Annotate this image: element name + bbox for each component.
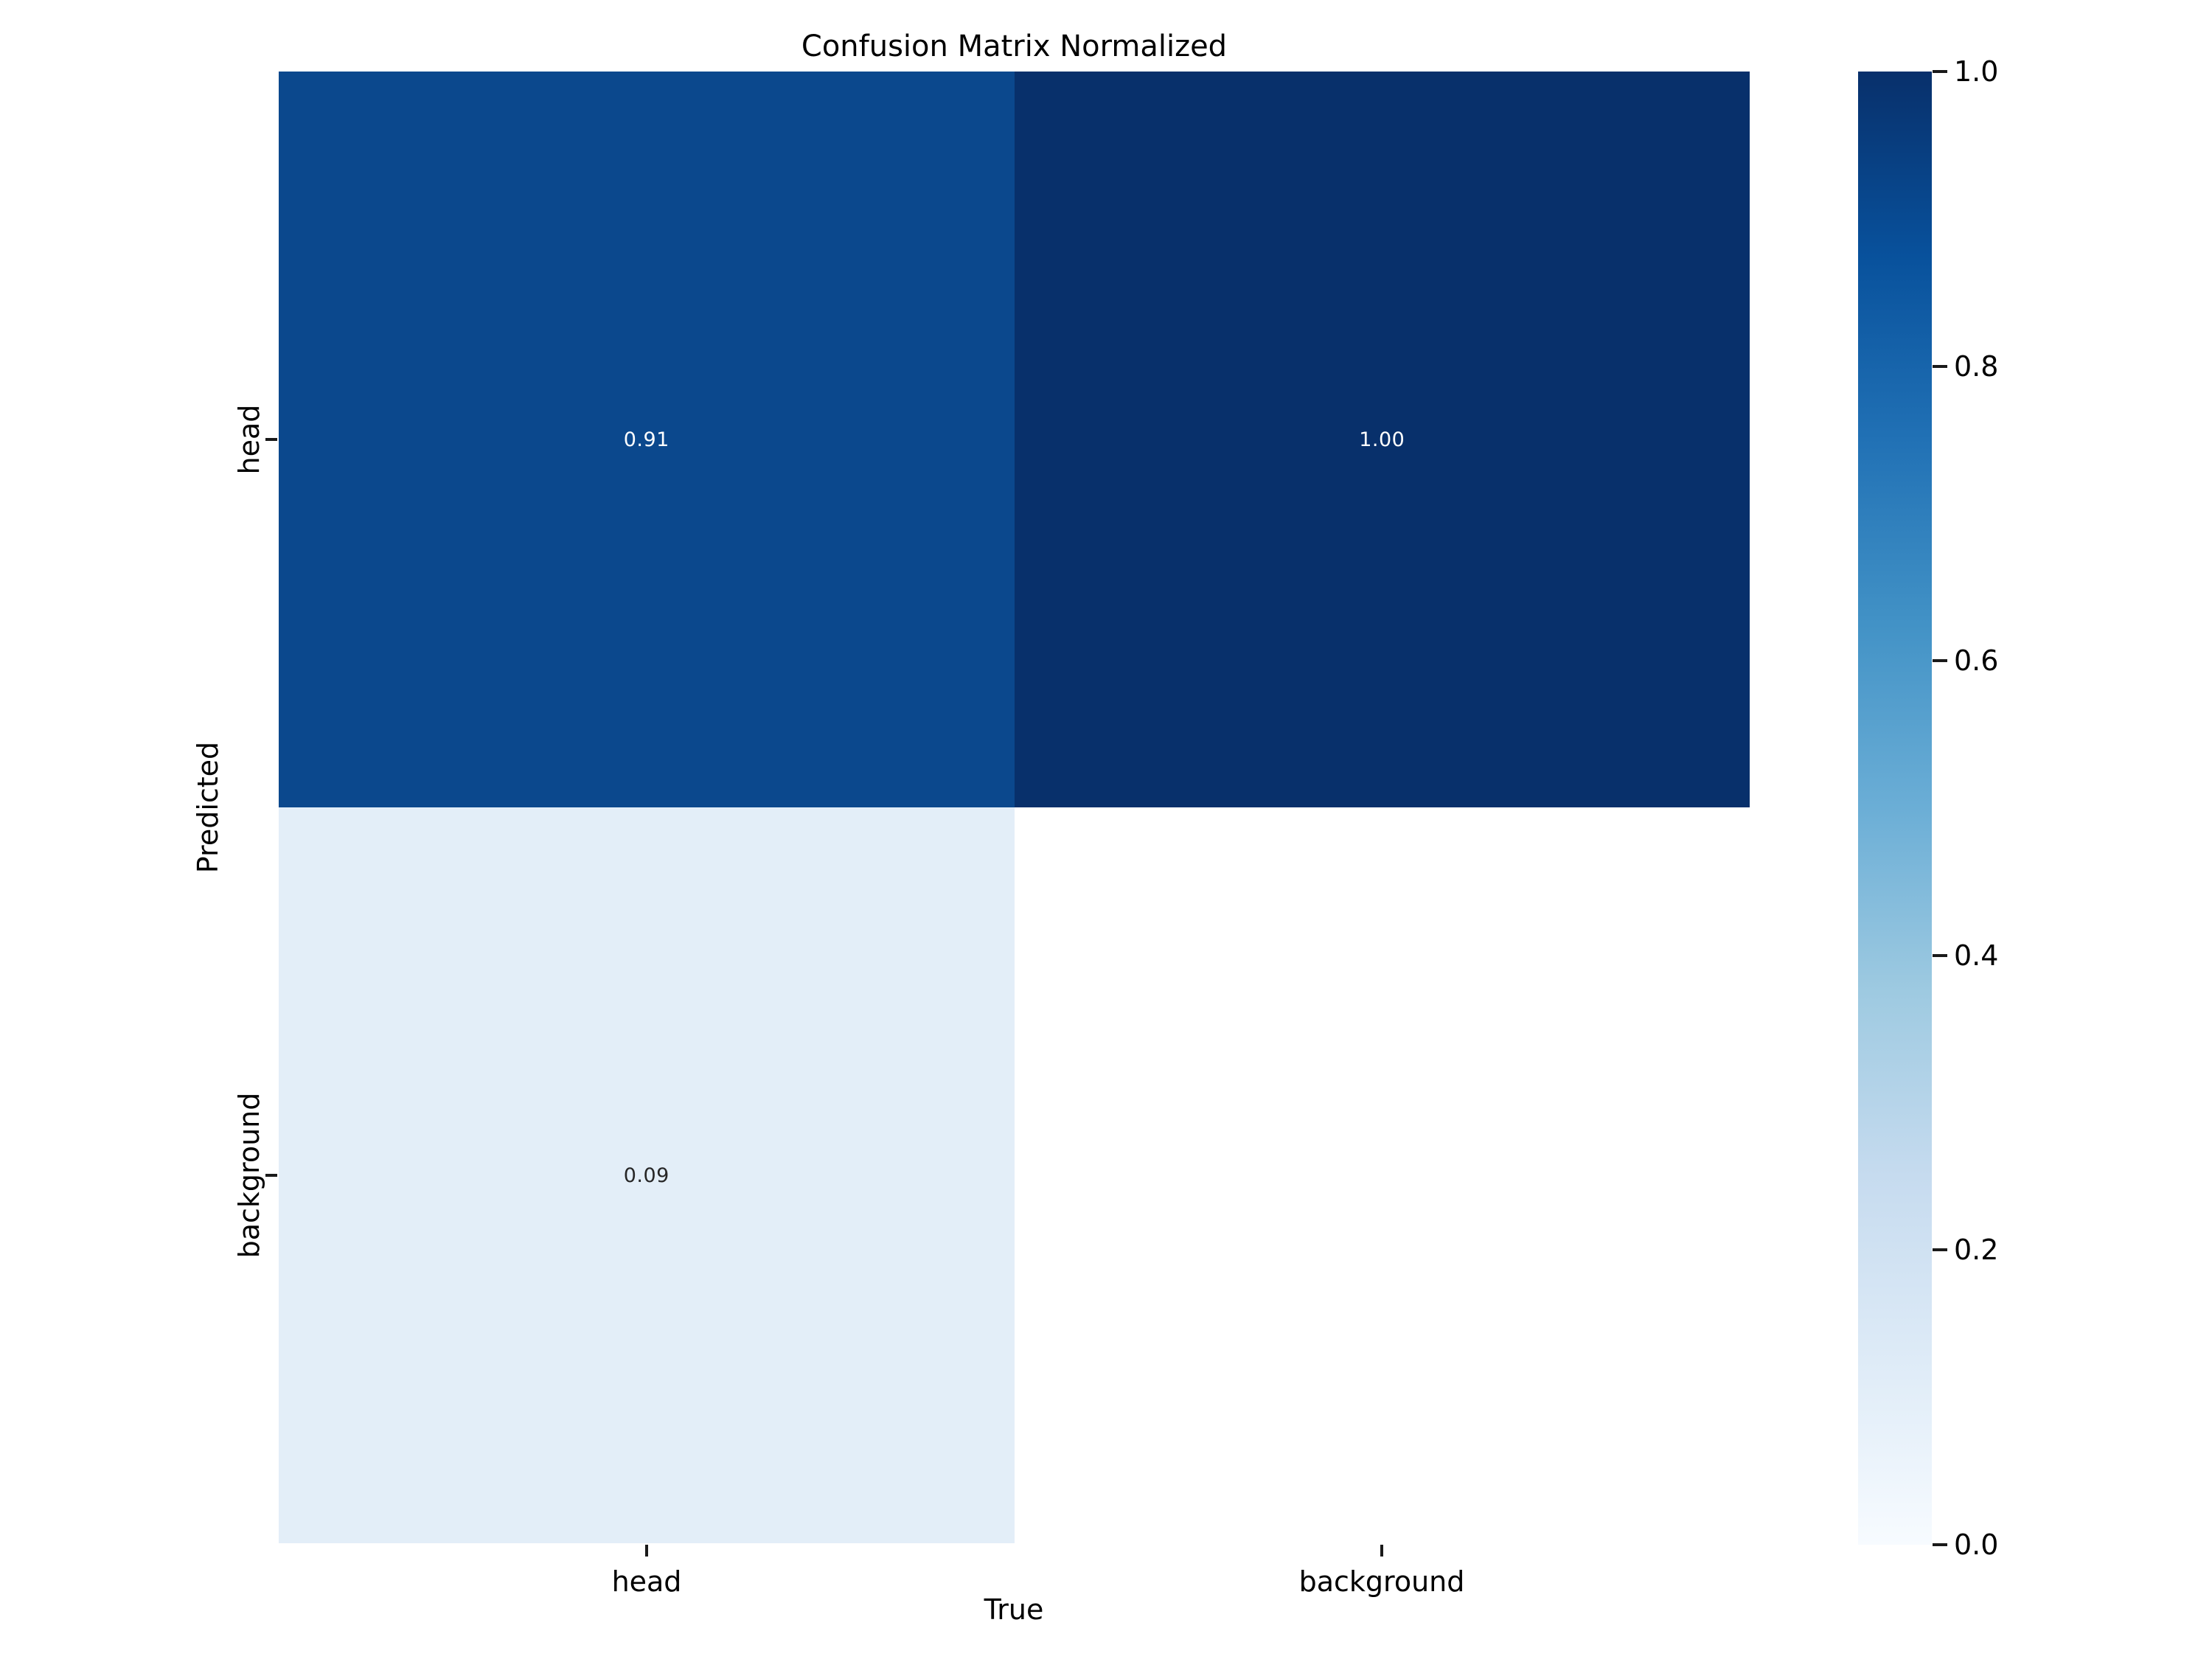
y-tick-label-background: background	[233, 1092, 265, 1259]
cell-value: 0.91	[623, 428, 669, 451]
x-tick-label-head: head	[611, 1565, 682, 1598]
y-tick-mark	[265, 438, 277, 441]
colorbar-tick-mark	[1933, 659, 1947, 662]
colorbar-tick-mark	[1933, 70, 1947, 73]
colorbar-tick-label: 0.2	[1954, 1234, 1999, 1266]
colorbar-tick-mark	[1933, 1543, 1947, 1546]
colorbar-tick-label: 0.8	[1954, 350, 1999, 383]
cell-value: 1.00	[1359, 428, 1405, 451]
y-tick-label-head: head	[233, 404, 265, 475]
y-tick-mark	[265, 1174, 277, 1177]
chart-title: Confusion Matrix Normalized	[801, 29, 1228, 63]
x-tick-mark	[645, 1545, 648, 1557]
colorbar-tick-mark	[1933, 954, 1947, 957]
x-tick-mark	[1380, 1545, 1383, 1557]
cell-value: 0.09	[623, 1164, 669, 1187]
matrix-cell-head-background: 1.00	[1014, 72, 1750, 807]
y-axis-label: Predicted	[192, 741, 224, 874]
x-tick-label-background: background	[1298, 1565, 1465, 1598]
colorbar-tick-label: 1.0	[1954, 55, 1999, 88]
matrix-cell-background-head: 0.09	[279, 807, 1015, 1543]
heatmap-grid: 0.91 1.00 0.09	[279, 72, 1750, 1543]
colorbar-tick-mark	[1933, 365, 1947, 368]
colorbar-gradient	[1858, 72, 1932, 1545]
matrix-cell-background-background	[1014, 807, 1750, 1543]
matrix-cell-head-head: 0.91	[279, 72, 1015, 807]
colorbar-tick-label: 0.0	[1954, 1528, 1999, 1561]
x-axis-label: True	[984, 1593, 1044, 1626]
colorbar-tick-label: 0.4	[1954, 939, 1999, 972]
colorbar-tick-mark	[1933, 1248, 1947, 1251]
colorbar-tick-label: 0.6	[1954, 644, 1999, 677]
